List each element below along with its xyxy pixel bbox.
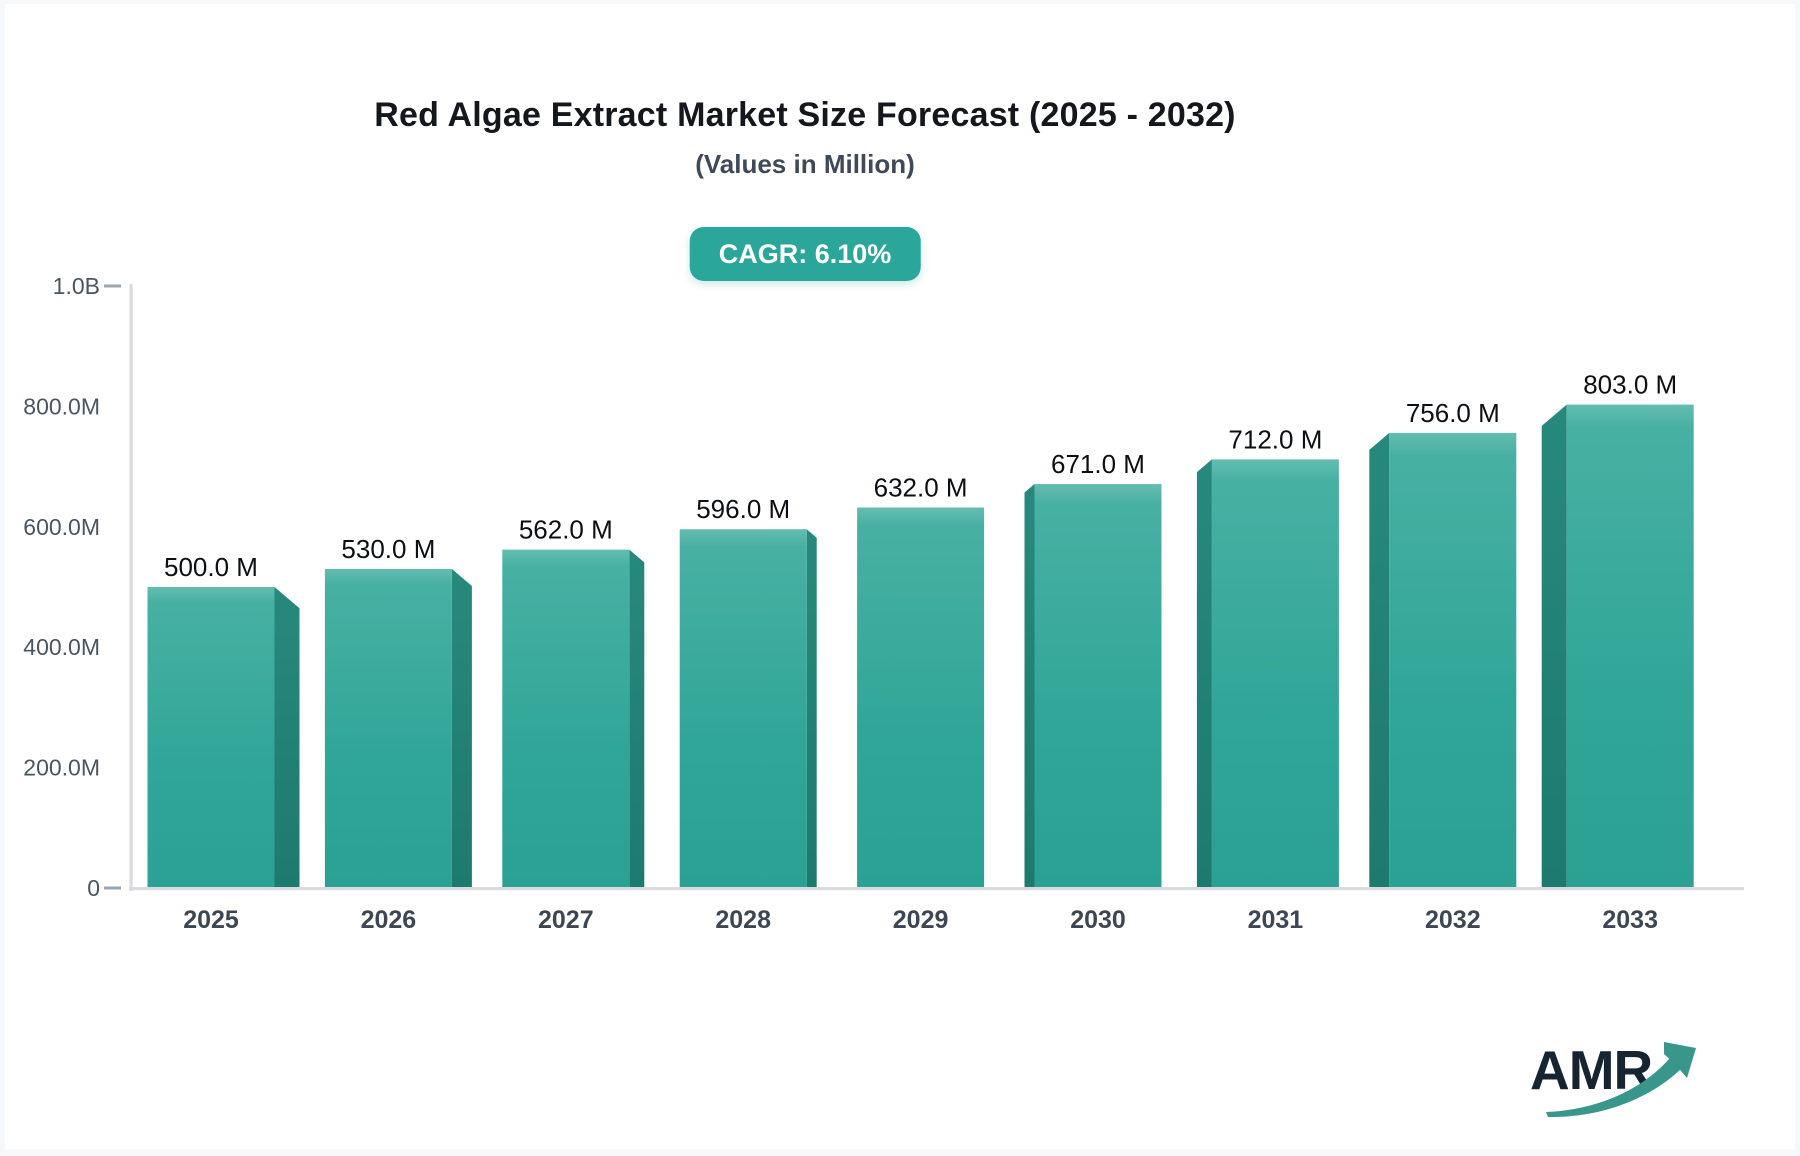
bar-3d-side	[274, 587, 300, 888]
amr-logo: AMR	[1524, 1030, 1724, 1120]
bar-front	[1211, 459, 1339, 888]
x-axis-label: 2033	[1602, 906, 1658, 934]
bar-value-label: 596.0 M	[696, 494, 790, 524]
x-axis-label: 2029	[893, 906, 949, 934]
chart-title: Red Algae Extract Market Size Forecast (…	[374, 96, 1236, 134]
x-axis-label: 2030	[1070, 906, 1126, 934]
bar-value-label: 712.0 M	[1228, 424, 1322, 454]
bar-3d-side	[451, 568, 472, 888]
bar-3d-side	[629, 549, 645, 888]
bar-3d-side	[1196, 459, 1212, 888]
bar-value-label: 632.0 M	[874, 473, 968, 503]
bar-value-label: 530.0 M	[341, 534, 435, 564]
chart-subtitle: (Values in Million)	[695, 149, 915, 179]
y-tick-label: 1.0B	[53, 273, 100, 299]
bar-value-label: 562.0 M	[519, 515, 613, 545]
bar-front	[1566, 404, 1694, 888]
bar-front	[147, 587, 275, 888]
y-tick-dash	[104, 886, 121, 890]
bar-value-label: 803.0 M	[1583, 370, 1677, 400]
y-tick-label: 600.0M	[23, 514, 100, 540]
bar-value-label: 500.0 M	[164, 552, 258, 582]
y-tick-label: 0	[87, 875, 100, 901]
bar-front	[502, 549, 630, 888]
bar-3d-side	[1541, 404, 1567, 888]
x-axis-label: 2032	[1425, 906, 1481, 934]
x-axis-label: 2031	[1248, 906, 1304, 934]
x-axis-label: 2026	[361, 906, 417, 934]
x-axis-line	[129, 887, 1744, 891]
x-axis-label: 2028	[715, 906, 771, 934]
bar-value-label: 671.0 M	[1051, 449, 1145, 479]
y-axis-line	[129, 284, 133, 891]
bar-front	[1389, 432, 1517, 888]
y-tick-label: 200.0M	[23, 755, 100, 781]
bar-front	[324, 568, 452, 888]
bar-3d-side	[1369, 432, 1390, 888]
y-tick-dash	[104, 284, 121, 288]
x-axis-label: 2027	[538, 906, 594, 934]
amr-logo-arrow-icon	[1546, 1042, 1696, 1118]
y-tick-label: 400.0M	[23, 634, 100, 660]
bar-front	[1034, 484, 1162, 888]
y-tick-label: 800.0M	[23, 393, 100, 419]
cagr-badge: CAGR: 6.10%	[689, 227, 921, 281]
x-axis-label: 2025	[183, 906, 239, 934]
bar-value-label: 756.0 M	[1406, 398, 1500, 428]
bar-3d-side	[1024, 484, 1035, 888]
bar-3d-side	[806, 529, 817, 888]
bar-front	[857, 507, 985, 888]
bar-front	[679, 529, 807, 888]
